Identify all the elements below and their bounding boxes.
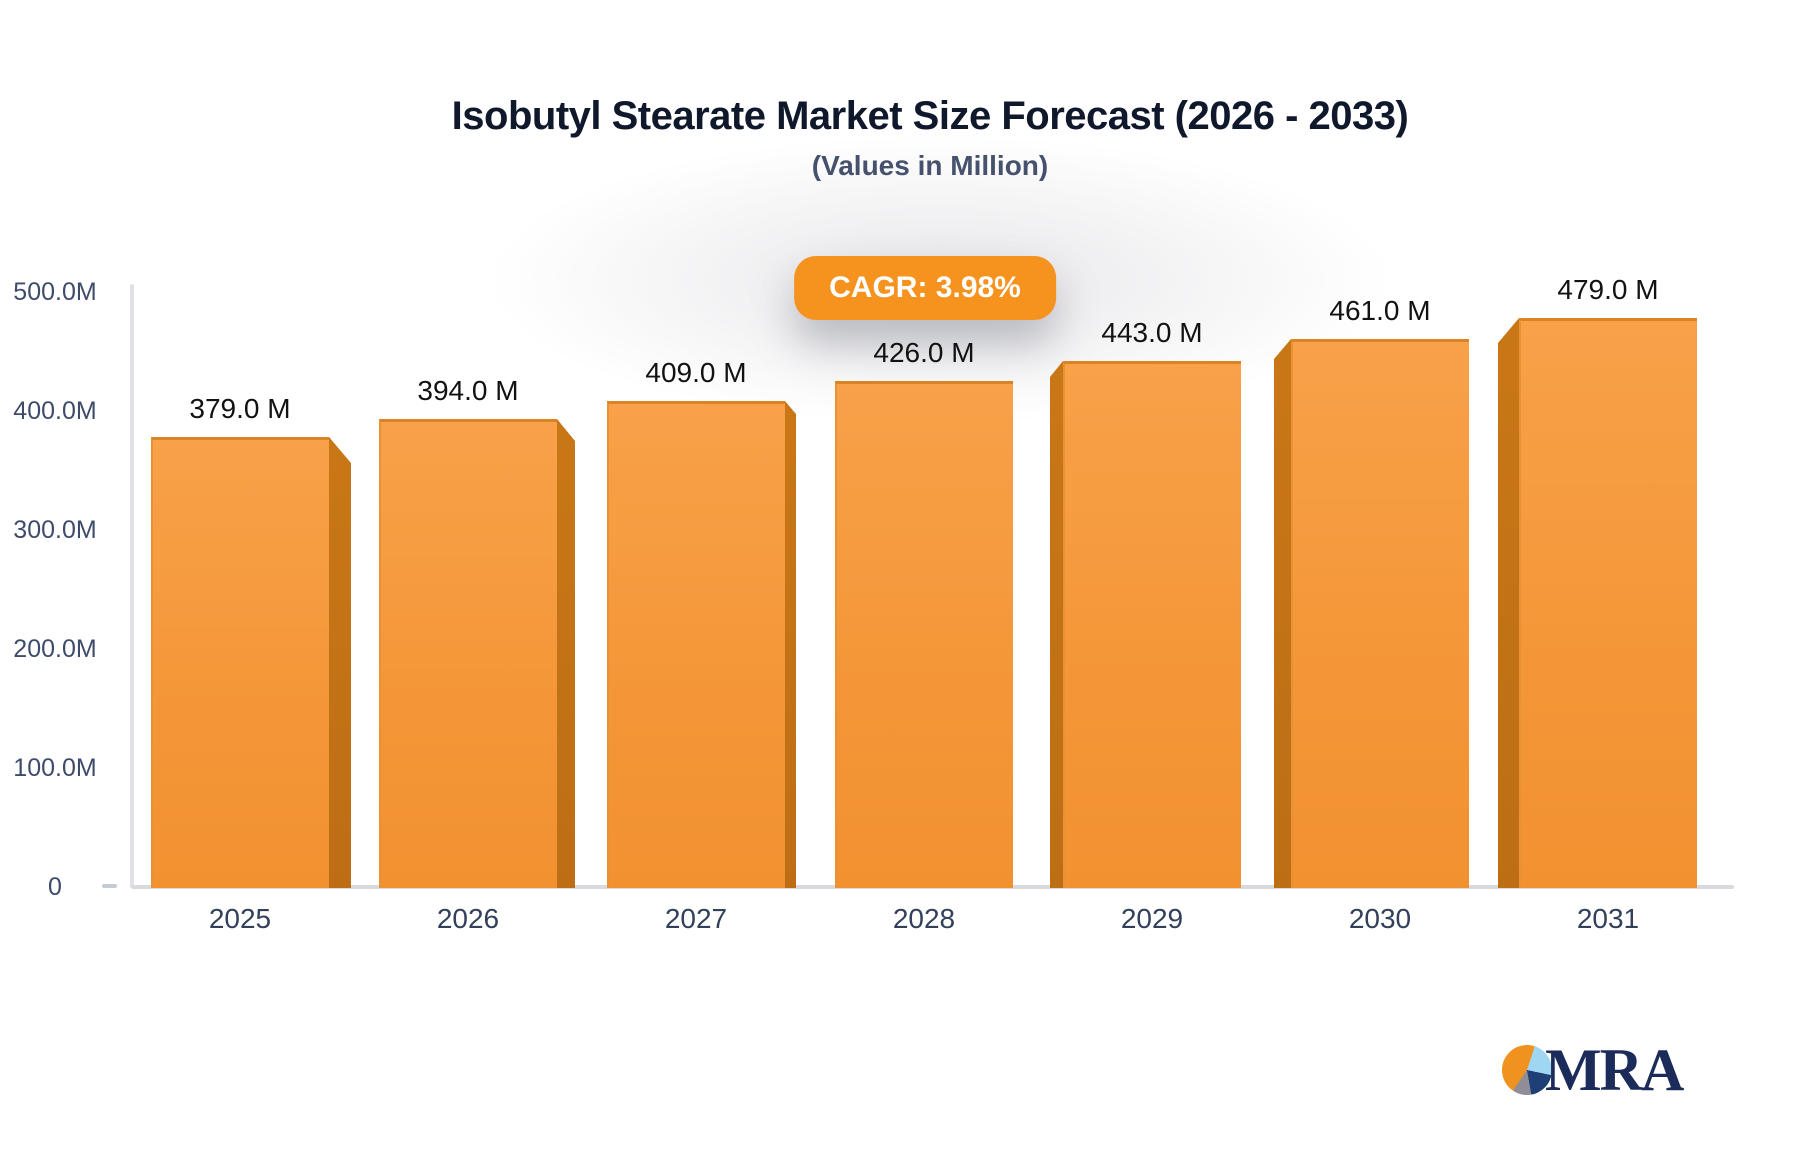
bar-column-side-face — [1498, 318, 1519, 888]
bar-column[interactable] — [1519, 318, 1697, 888]
bar-value-label: 461.0 M — [1329, 295, 1431, 326]
x-axis-label: 2029 — [1120, 903, 1184, 934]
x-axis-label: 2026 — [436, 903, 500, 934]
bar-column-side-face — [329, 437, 351, 888]
bar-column-side-face — [785, 401, 796, 888]
y-tick-label: 300.0M — [13, 516, 97, 544]
x-axis-label: 2027 — [664, 903, 728, 934]
x-axis-label: 2028 — [892, 903, 956, 934]
bar-value-label: 394.0 M — [417, 375, 519, 406]
x-axis-label: 2031 — [1576, 903, 1640, 934]
bar-value-label: 443.0 M — [1101, 317, 1203, 348]
pie-chart-icon — [1502, 1045, 1552, 1095]
bar-column-side-face — [1274, 339, 1291, 888]
cagr-badge: CAGR: 3.98% — [794, 256, 1056, 320]
mra-logo: MRA — [1502, 1037, 1684, 1103]
bar-value-label: 479.0 M — [1557, 274, 1659, 305]
x-axis-label: 2030 — [1348, 903, 1412, 934]
x-axis-label: 2025 — [208, 903, 272, 934]
bar-column[interactable] — [151, 437, 329, 888]
y-tick-label: 500.0M — [13, 278, 97, 306]
bar-column[interactable] — [1291, 339, 1469, 888]
y-tick-label: 0 — [48, 873, 62, 901]
bar-column[interactable] — [1063, 361, 1241, 888]
bar-column[interactable] — [835, 381, 1013, 888]
y-tick-label: 400.0M — [13, 397, 97, 425]
bar-column[interactable] — [607, 401, 785, 888]
y-tick-label: 100.0M — [13, 754, 97, 782]
bar-column[interactable] — [379, 419, 557, 888]
bar-column-side-face — [557, 419, 575, 888]
zero-tick-mark — [102, 884, 117, 888]
bar-value-label: 426.0 M — [873, 337, 975, 368]
y-axis-line — [130, 284, 134, 888]
bar-column-side-face — [1050, 361, 1063, 888]
chart-subtitle: (Values in Million) — [811, 150, 1049, 181]
bar-value-label: 379.0 M — [189, 393, 291, 424]
chart-title: Isobutyl Stearate Market Size Forecast (… — [451, 94, 1409, 138]
logo-text: MRA — [1545, 1037, 1684, 1103]
bar-value-label: 409.0 M — [645, 357, 747, 388]
y-tick-label: 200.0M — [13, 635, 97, 663]
